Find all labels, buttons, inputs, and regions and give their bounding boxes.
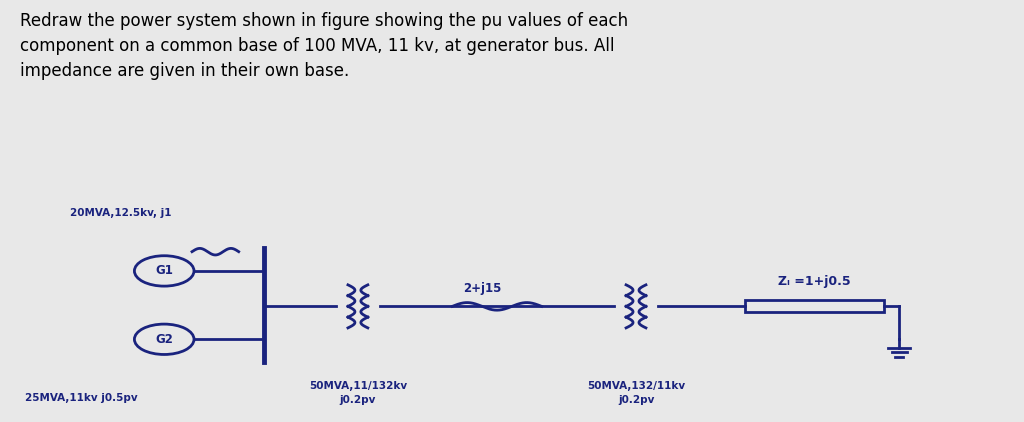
Text: Redraw the power system shown in figure showing the pu values of each
component : Redraw the power system shown in figure … (20, 12, 629, 80)
Text: 2+j15: 2+j15 (463, 282, 501, 295)
Bar (745, 300, 885, 312)
Text: G2: G2 (156, 333, 173, 346)
Text: 50MVA,11/132kv
j0.2pv: 50MVA,11/132kv j0.2pv (309, 381, 407, 405)
Text: Zₗ =1+j0.5: Zₗ =1+j0.5 (778, 275, 851, 288)
Text: 20MVA,12.5kv, j1: 20MVA,12.5kv, j1 (70, 208, 171, 218)
Text: G1: G1 (156, 265, 173, 277)
Text: 25MVA,11kv j0.5pv: 25MVA,11kv j0.5pv (26, 392, 138, 403)
Text: 50MVA,132/11kv
j0.2pv: 50MVA,132/11kv j0.2pv (587, 381, 685, 405)
